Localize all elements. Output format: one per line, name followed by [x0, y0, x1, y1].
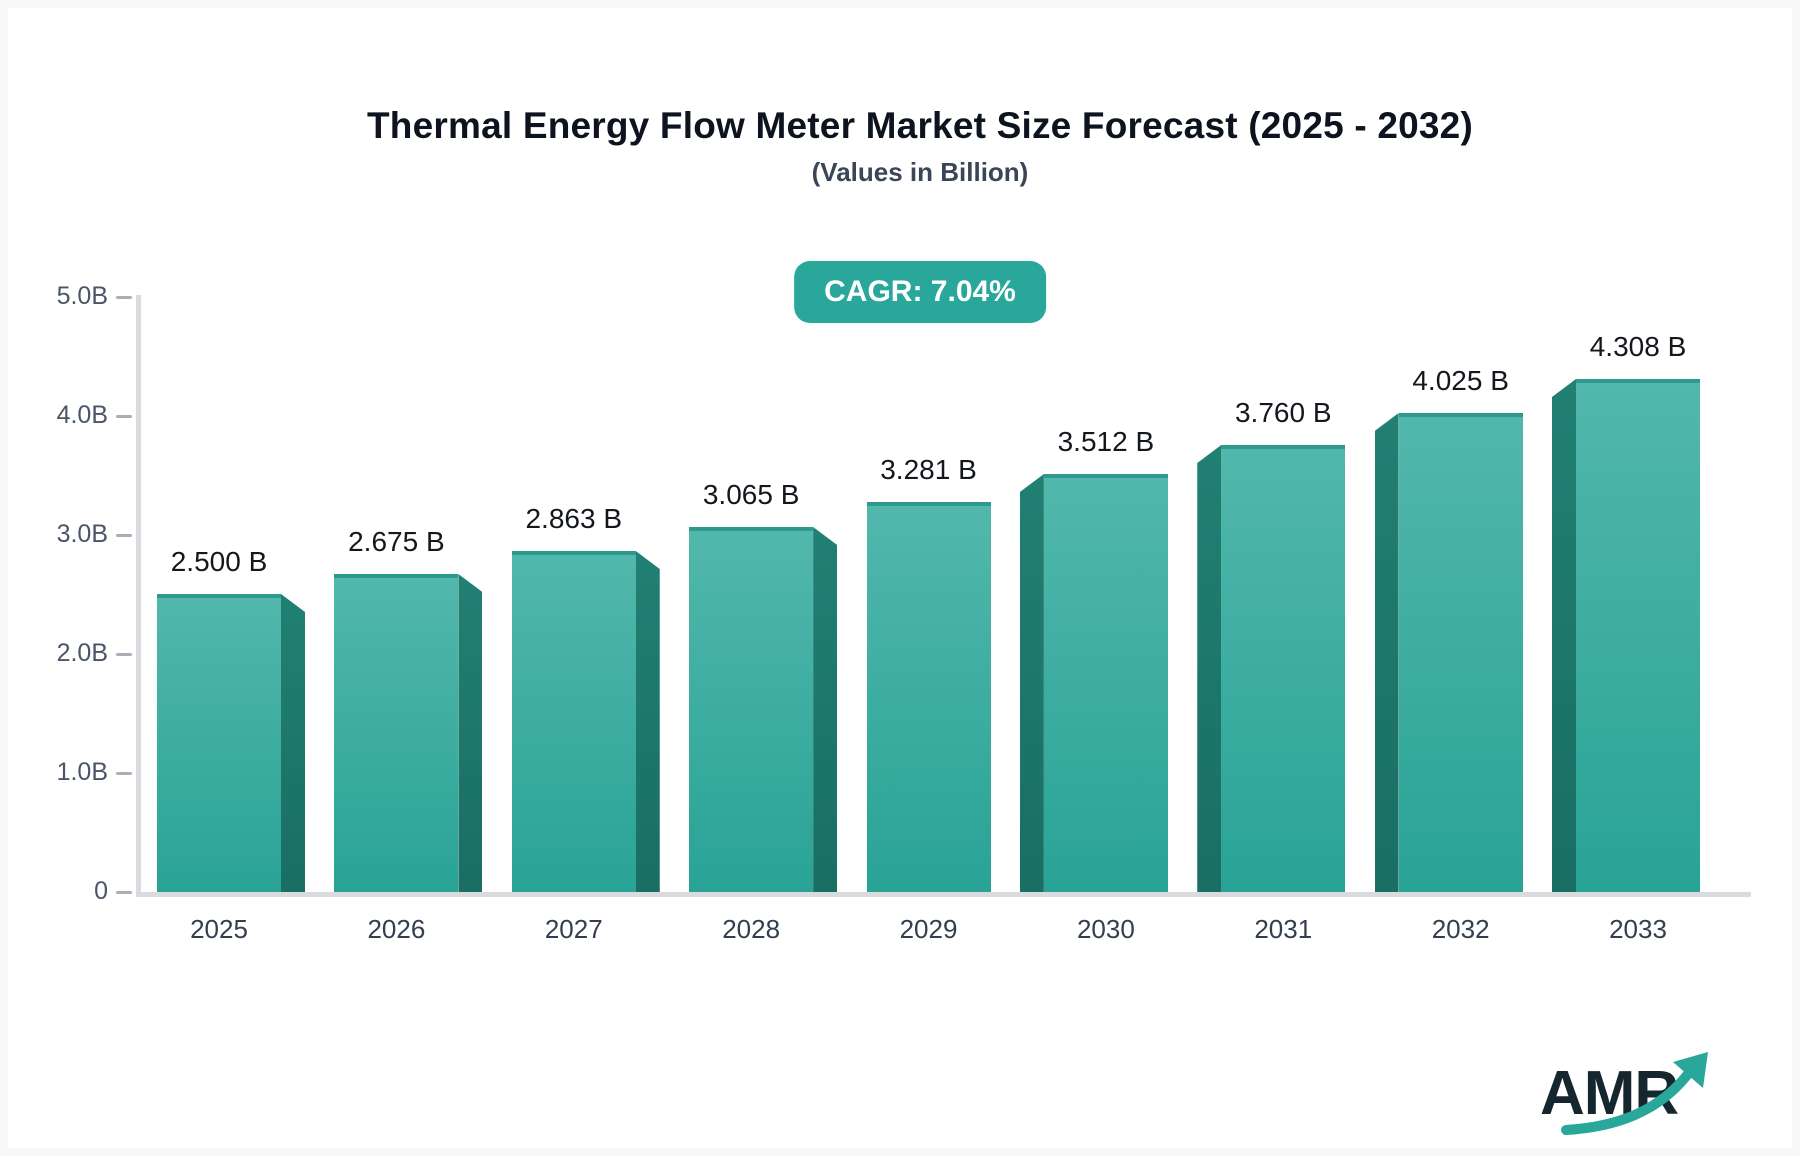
bar-face	[1576, 379, 1700, 892]
y-axis-tick-label: 3.0B	[56, 520, 108, 548]
bar	[689, 527, 838, 892]
bar-value-label: 2.500 B	[170, 546, 268, 577]
x-axis-label: 2033	[1609, 914, 1667, 944]
y-axis-line	[136, 295, 141, 897]
bar-face	[157, 594, 281, 892]
y-axis-tick-mark	[116, 891, 132, 894]
bar-side-3d	[458, 574, 483, 892]
bar-face	[689, 527, 814, 892]
bar-face	[1043, 474, 1168, 892]
x-axis-label: 2028	[722, 914, 781, 944]
bar-value-label: 2.863 B	[525, 503, 623, 534]
bar	[1019, 474, 1168, 892]
bar-value-label: 4.308 B	[1589, 331, 1687, 362]
amr-logo: AMR	[1540, 1052, 1708, 1135]
y-axis-tick-mark	[116, 772, 132, 775]
x-axis-baseline	[136, 892, 1751, 897]
y-axis-tick-label: 4.0B	[56, 401, 108, 429]
y-axis-tick-label: 1.0B	[56, 758, 108, 786]
y-axis-tick-mark	[116, 296, 132, 299]
logo-arrowhead-icon	[1673, 1052, 1708, 1088]
bar-value-label: 3.065 B	[702, 479, 800, 510]
chart-title: Thermal Energy Flow Meter Market Size Fo…	[367, 105, 1473, 146]
y-axis-tick-label: 0	[94, 877, 108, 905]
y-axis-tick-label: 5.0B	[56, 282, 108, 310]
x-axis-label: 2027	[544, 914, 603, 944]
x-axis-label: 2031	[1254, 914, 1313, 944]
bar-side-3d	[1197, 445, 1222, 892]
bar-value-label: 3.512 B	[1057, 426, 1155, 457]
bar-side-3d	[1019, 474, 1044, 892]
y-axis-tick-mark	[116, 534, 132, 537]
bar-value-label: 3.281 B	[880, 454, 977, 485]
cagr-badge: CAGR: 7.04%	[794, 261, 1046, 323]
x-axis-label: 2030	[1076, 914, 1135, 944]
bar-side-3d	[813, 527, 838, 892]
amr-logo-text: AMR	[1540, 1059, 1678, 1128]
bar-face	[1398, 413, 1523, 892]
x-axis-label: 2032	[1431, 914, 1490, 944]
bar	[1197, 445, 1346, 892]
bar-face	[1221, 445, 1346, 892]
bar	[1374, 413, 1523, 892]
bar-face	[866, 502, 991, 892]
y-axis-tick-label: 2.0B	[56, 639, 108, 667]
bar-side-3d	[1374, 413, 1399, 892]
bar	[334, 574, 483, 892]
bar-value-label: 3.760 B	[1234, 397, 1332, 428]
y-axis-tick-mark	[116, 653, 132, 656]
bar-side-3d	[281, 594, 305, 892]
logo-arrow-swoosh	[1561, 1069, 1693, 1135]
chart-subtitle: (Values in Billion)	[811, 157, 1029, 187]
plot-area: 2.500 B 2025 2.675 B 2026 2.863 B 2027 3.065 B…	[138, 297, 1751, 944]
bar-side-3d	[635, 551, 660, 892]
x-axis-label: 2029	[899, 914, 958, 944]
bar	[157, 594, 305, 892]
bar-face	[334, 574, 459, 892]
bar-value-label: 4.025 B	[1412, 365, 1509, 396]
bar	[866, 502, 991, 892]
bar	[1552, 379, 1700, 892]
x-axis-label: 2026	[367, 914, 426, 944]
x-axis-label: 2025	[190, 914, 248, 944]
chart-card: Thermal Energy Flow Meter Market Size Fo…	[8, 8, 1792, 1148]
y-axis-tick-mark	[116, 415, 132, 418]
bar-side-3d	[1552, 379, 1576, 892]
bar-value-label: 2.675 B	[348, 526, 445, 557]
bar	[511, 551, 660, 892]
bar-face	[511, 551, 636, 892]
